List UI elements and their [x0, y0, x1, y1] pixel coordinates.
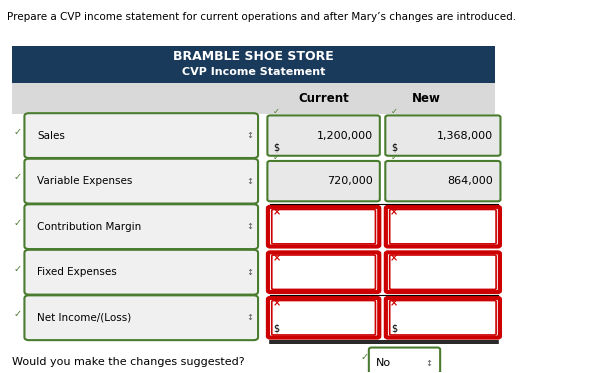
Text: Current: Current [298, 92, 349, 105]
Text: ✓: ✓ [13, 127, 22, 137]
Text: ✓: ✓ [361, 352, 369, 362]
Text: Would you make the changes suggested?: Would you make the changes suggested? [13, 357, 245, 367]
FancyBboxPatch shape [386, 207, 500, 247]
Text: ×: × [272, 207, 280, 217]
Text: ↕: ↕ [246, 268, 253, 277]
FancyBboxPatch shape [25, 295, 258, 340]
FancyBboxPatch shape [13, 46, 495, 83]
Text: ↕: ↕ [246, 222, 253, 231]
FancyBboxPatch shape [272, 255, 376, 289]
Text: Variable Expenses: Variable Expenses [37, 176, 133, 186]
FancyBboxPatch shape [389, 210, 496, 244]
Text: ×: × [272, 253, 280, 263]
FancyBboxPatch shape [386, 253, 500, 292]
Text: ✓: ✓ [391, 107, 398, 116]
Text: CVP Income Statement: CVP Income Statement [182, 68, 325, 78]
FancyBboxPatch shape [385, 161, 500, 201]
Text: ×: × [390, 253, 398, 263]
Text: 1,368,000: 1,368,000 [437, 131, 493, 141]
FancyBboxPatch shape [369, 348, 440, 373]
Text: ↕: ↕ [246, 313, 253, 322]
FancyBboxPatch shape [25, 250, 258, 295]
FancyBboxPatch shape [268, 253, 379, 292]
FancyBboxPatch shape [268, 115, 380, 156]
Text: Sales: Sales [37, 131, 65, 141]
Text: New: New [412, 92, 441, 105]
FancyBboxPatch shape [385, 115, 500, 156]
Text: ×: × [390, 298, 398, 308]
Text: 1,200,000: 1,200,000 [317, 131, 373, 141]
Text: ✓: ✓ [391, 153, 398, 162]
FancyBboxPatch shape [386, 298, 500, 338]
Text: $: $ [274, 323, 280, 333]
Text: ×: × [390, 207, 398, 217]
FancyBboxPatch shape [389, 255, 496, 289]
Text: ✓: ✓ [13, 172, 22, 182]
FancyBboxPatch shape [268, 298, 379, 338]
Text: $: $ [273, 142, 279, 153]
Text: 864,000: 864,000 [448, 176, 493, 186]
FancyBboxPatch shape [272, 210, 376, 244]
FancyBboxPatch shape [268, 207, 379, 247]
Text: ✓: ✓ [13, 309, 22, 319]
FancyBboxPatch shape [25, 159, 258, 204]
Text: Contribution Margin: Contribution Margin [37, 222, 141, 232]
FancyBboxPatch shape [13, 83, 495, 114]
FancyBboxPatch shape [272, 301, 376, 335]
Text: 720,000: 720,000 [327, 176, 373, 186]
Text: ✓: ✓ [13, 263, 22, 273]
Text: Prepare a CVP income statement for current operations and after Mary’s changes a: Prepare a CVP income statement for curre… [7, 13, 516, 22]
Text: $: $ [391, 323, 397, 333]
Text: BRAMBLE SHOE STORE: BRAMBLE SHOE STORE [173, 50, 334, 63]
FancyBboxPatch shape [25, 113, 258, 158]
Text: ↕: ↕ [246, 177, 253, 186]
Text: ✓: ✓ [273, 107, 280, 116]
Text: Net Income/(Loss): Net Income/(Loss) [37, 313, 131, 323]
Text: ↕: ↕ [246, 131, 253, 140]
Text: ✓: ✓ [273, 153, 280, 162]
FancyBboxPatch shape [268, 161, 380, 201]
Text: Fixed Expenses: Fixed Expenses [37, 267, 117, 277]
Text: ✓: ✓ [13, 218, 22, 228]
Text: $: $ [391, 142, 397, 153]
FancyBboxPatch shape [389, 301, 496, 335]
FancyBboxPatch shape [25, 204, 258, 249]
Text: No: No [376, 358, 391, 368]
Text: ×: × [272, 298, 280, 308]
Text: ↕: ↕ [425, 358, 433, 368]
